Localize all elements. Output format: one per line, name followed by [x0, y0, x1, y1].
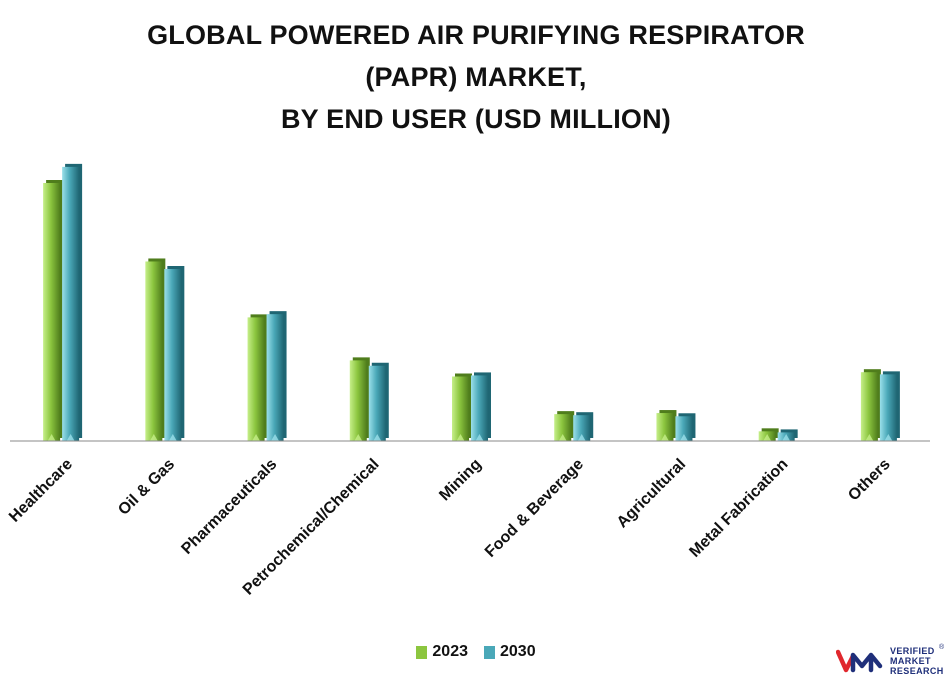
legend-label-2023: 2023: [432, 643, 468, 660]
bar-2023-food-beverage: [554, 414, 572, 441]
bar-2030-oil-gas: [164, 269, 182, 441]
vmr-logo: VERIFIED MARKET RESEARCH ®: [836, 644, 945, 676]
bar-base-accent-2030-1: [168, 434, 177, 441]
bar-base-accent-2030-7: [782, 434, 791, 441]
bar-base-accent-2030-3: [373, 434, 382, 441]
title-line-1: GLOBAL POWERED AIR PURIFYING RESPIRATOR: [147, 20, 805, 50]
title-line-2: (PAPR) MARKET,: [365, 62, 587, 92]
bar-2023-mining: [452, 376, 469, 441]
x-tick-label: Food & Beverage: [482, 456, 587, 561]
bar-base-accent-2030-0: [66, 434, 75, 441]
bar-base-accent-2030-4: [475, 434, 484, 441]
bar-2023-oil-gas: [145, 261, 163, 441]
bar-2030-agricultural: [675, 416, 693, 441]
legend-item-2023: 2023: [416, 643, 468, 661]
legend-label-2030: 2030: [500, 643, 536, 660]
logo-line-verified: VERIFIED: [890, 646, 935, 656]
bar-base-accent-2023-2: [252, 434, 261, 441]
bar-base-accent-2023-3: [354, 434, 363, 441]
legend: 2023 2030: [0, 643, 952, 661]
x-tick-label: Oil & Gas: [115, 456, 178, 519]
x-tick-label: Healthcare: [6, 456, 76, 526]
bar-base-accent-2030-8: [884, 434, 893, 441]
bar-base-accent-2023-4: [456, 434, 465, 441]
x-tick-label: Metal Fabrication: [686, 456, 791, 561]
category-labels-group: Healthcare Oil & Gas PharmaceuticalsPetroc…: [6, 456, 894, 599]
bar-base-accent-2030-5: [577, 434, 586, 441]
logo-line-market: MARKET: [890, 656, 931, 666]
bar-base-accent-2023-5: [558, 434, 567, 441]
bars-group: [43, 163, 900, 441]
legend-swatch-2023: [416, 645, 428, 659]
bar-2023-pharmaceuticals: [247, 317, 265, 441]
bar-2030-others: [879, 374, 897, 441]
legend-swatch-2030: [484, 645, 495, 659]
bar-2030-pharmaceuticals: [266, 314, 284, 441]
bar-2030-food-beverage: [573, 415, 591, 441]
vmr-logo-text: VERIFIED MARKET RESEARCH: [890, 646, 944, 676]
bar-base-accent-2023-0: [47, 434, 56, 441]
title-line-3: BY END USER (USD MILLION): [280, 104, 671, 134]
x-tick-label: Others: [845, 456, 894, 505]
bar-2023-healthcare: [43, 183, 61, 441]
bar-2030-healthcare: [62, 166, 80, 441]
bar-base-accent-2030-2: [271, 434, 280, 441]
x-tick-label: Mining: [436, 456, 484, 504]
bar-2023-agricultural: [656, 413, 674, 441]
bar-2023-petrochemical-chemical: [349, 360, 367, 441]
bar-base-accent-2023-6: [660, 434, 669, 441]
bar-2030-petrochemical-chemical: [368, 365, 386, 441]
legend-item-2030: 2030: [484, 643, 536, 661]
registered-mark: ®: [939, 644, 945, 651]
x-tick-label: Pharmaceuticals: [178, 456, 280, 558]
bar-base-accent-2023-8: [865, 434, 874, 441]
logo-line-research: RESEARCH: [890, 666, 944, 676]
x-tick-label: Agricultural: [614, 456, 690, 532]
chart-title: GLOBAL POWERED AIR PURIFYING RESPIRATOR …: [0, 14, 952, 140]
vmr-logo-mark-icon: [836, 649, 883, 673]
bar-2030-mining: [471, 375, 488, 441]
bar-base-accent-2023-1: [149, 434, 158, 441]
bar-base-accent-2023-7: [763, 434, 772, 441]
bar-2023-others: [860, 372, 878, 441]
bar-base-accent-2030-6: [679, 434, 688, 441]
